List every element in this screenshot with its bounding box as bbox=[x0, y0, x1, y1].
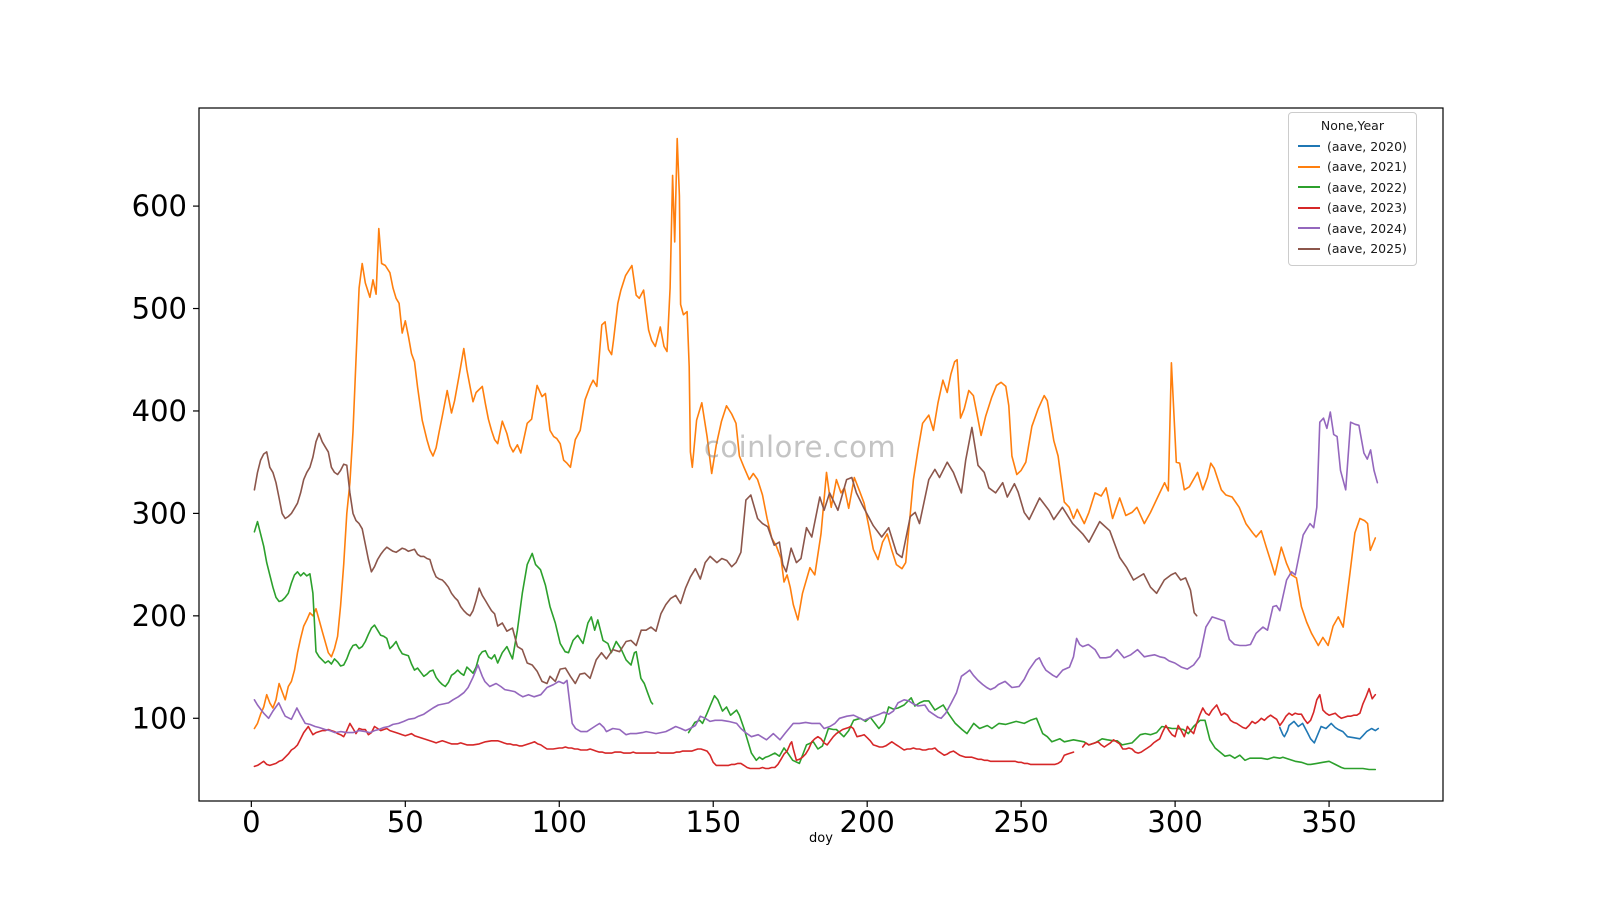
legend: None,Year (aave, 2020) (aave, 2021) (aave,… bbox=[1288, 112, 1417, 266]
plot-frame bbox=[198, 107, 1444, 802]
y-tick-label: 400 bbox=[132, 394, 187, 428]
legend-title: None,Year bbox=[1320, 118, 1384, 133]
series-line-2021 bbox=[253, 137, 1377, 730]
x-tick-label: 150 bbox=[686, 805, 741, 839]
legend-line-swatch bbox=[1298, 186, 1320, 189]
x-tick-label: 300 bbox=[1147, 805, 1202, 839]
legend-entry-label: (aave, 2021) bbox=[1327, 159, 1407, 175]
x-axis-label: doy bbox=[809, 831, 833, 846]
legend-entry: (aave, 2023) bbox=[1298, 198, 1407, 219]
x-tick-label: 350 bbox=[1301, 805, 1356, 839]
legend-entry-label: (aave, 2025) bbox=[1327, 241, 1407, 257]
series-line-2023 bbox=[1081, 687, 1377, 754]
series-line-2024 bbox=[253, 411, 1379, 741]
x-tick-label: 250 bbox=[993, 805, 1048, 839]
legend-entry: (aave, 2022) bbox=[1298, 177, 1407, 198]
legend-line-swatch bbox=[1298, 227, 1320, 230]
x-tick-label: 100 bbox=[532, 805, 587, 839]
y-tick-label: 600 bbox=[132, 189, 187, 223]
legend-entry: (aave, 2024) bbox=[1298, 218, 1407, 239]
series-line-2022 bbox=[687, 694, 1377, 771]
y-tick-label: 100 bbox=[132, 701, 187, 735]
x-tick-label: 200 bbox=[840, 805, 895, 839]
legend-entry: (aave, 2021) bbox=[1298, 157, 1407, 178]
legend-entry: (aave, 2020) bbox=[1298, 136, 1407, 157]
series-line-2025 bbox=[253, 426, 1198, 685]
series-line-2020 bbox=[1279, 720, 1380, 744]
legend-line-swatch bbox=[1298, 206, 1320, 209]
legend-line-swatch bbox=[1298, 165, 1320, 168]
watermark: coinlore.com bbox=[703, 430, 897, 464]
legend-line-swatch bbox=[1298, 247, 1320, 250]
legend-entry-label: (aave, 2020) bbox=[1327, 138, 1407, 154]
y-tick-label: 200 bbox=[132, 599, 187, 633]
x-tick-label: 0 bbox=[242, 805, 260, 839]
legend-entry-label: (aave, 2023) bbox=[1327, 200, 1407, 216]
legend-entry: (aave, 2025) bbox=[1298, 239, 1407, 260]
y-tick-label: 300 bbox=[132, 496, 187, 530]
legend-line-swatch bbox=[1298, 145, 1320, 148]
series-line-2022 bbox=[253, 520, 654, 705]
y-tick-label: 500 bbox=[132, 292, 187, 326]
legend-entry-label: (aave, 2022) bbox=[1327, 179, 1407, 195]
x-tick-label: 50 bbox=[387, 805, 424, 839]
legend-items: (aave, 2020) (aave, 2021) (aave, 2022) (aav… bbox=[1298, 136, 1407, 259]
series-line-2023 bbox=[253, 722, 1075, 770]
legend-entry-label: (aave, 2024) bbox=[1327, 220, 1407, 236]
